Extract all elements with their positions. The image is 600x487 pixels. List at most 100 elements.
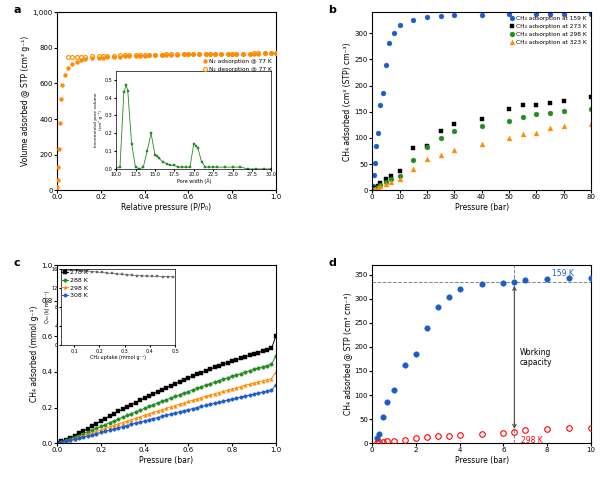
CH₄ adsorption at 273 K xyxy=(478,115,485,121)
Text: 159 K: 159 K xyxy=(551,269,574,278)
CH₄ adsorption at 323 K xyxy=(423,156,430,162)
CH₄ adsorption at 273 K xyxy=(437,128,444,134)
N₂ adsorption @ 77 K xyxy=(61,73,68,78)
N₂ desorption @ 77 K xyxy=(95,53,102,59)
CH₄ adsorption at 298 K xyxy=(587,106,595,112)
N₂ adsorption @ 77 K xyxy=(121,54,128,59)
N₂ desorption @ 77 K xyxy=(73,54,80,60)
278 K xyxy=(198,370,205,375)
278 K xyxy=(272,334,280,339)
N₂ adsorption @ 77 K xyxy=(82,56,89,62)
CH₄ adsorption at 159 K xyxy=(370,183,377,189)
298 K xyxy=(53,440,61,446)
288 K xyxy=(101,422,109,428)
X-axis label: Relative pressure (P/P₀): Relative pressure (P/P₀) xyxy=(121,203,211,212)
N₂ adsorption @ 77 K xyxy=(117,54,124,59)
CH₄ adsorption at 298 K xyxy=(374,184,381,189)
N₂ desorption @ 77 K xyxy=(246,51,253,56)
CH₄ adsorption at 159 K xyxy=(385,39,392,45)
CH₄ adsorption at 298 K xyxy=(560,108,567,114)
N₂ adsorption @ 77 K xyxy=(185,52,192,57)
N₂ desorption @ 77 K xyxy=(82,54,89,59)
308 K xyxy=(198,404,205,410)
CH₄ adsorption at 323 K xyxy=(519,131,526,137)
N₂ adsorption @ 77 K xyxy=(95,55,102,61)
N₂ desorption @ 77 K xyxy=(163,52,170,57)
N₂ desorption @ 77 K xyxy=(110,53,118,58)
Line: CH₄ adsorption at 273 K: CH₄ adsorption at 273 K xyxy=(371,94,593,192)
CH₄ adsorption at 159 K xyxy=(451,12,458,18)
N₂ adsorption @ 77 K xyxy=(54,178,61,184)
CH₄ adsorption at 323 K xyxy=(374,185,381,190)
N₂ adsorption @ 77 K xyxy=(64,65,71,71)
N₂ adsorption @ 77 K xyxy=(196,51,203,57)
CH₄ adsorption at 323 K xyxy=(587,121,595,127)
CH₄ adsorption at 159 K xyxy=(382,62,389,68)
N₂ desorption @ 77 K xyxy=(272,51,280,56)
N₂ desorption @ 77 K xyxy=(158,52,166,57)
N₂ adsorption @ 77 K xyxy=(69,61,76,67)
308 K xyxy=(211,400,218,406)
CH₄ adsorption at 273 K xyxy=(547,100,554,106)
288 K xyxy=(268,361,275,367)
288 K xyxy=(119,414,126,420)
N₂ desorption @ 77 K xyxy=(125,52,133,58)
Line: CH₄ adsorption at 298 K: CH₄ adsorption at 298 K xyxy=(371,107,593,192)
N₂ adsorption @ 77 K xyxy=(141,53,148,58)
N₂ adsorption @ 77 K xyxy=(73,59,80,65)
CH₄ adsorption at 298 K xyxy=(478,123,485,129)
CH₄ adsorption at 298 K xyxy=(388,176,395,182)
Line: N₂ adsorption @ 77 K: N₂ adsorption @ 77 K xyxy=(55,52,278,189)
CH₄ adsorption at 159 K xyxy=(560,11,567,17)
Text: a: a xyxy=(13,5,21,15)
N₂ adsorption @ 77 K xyxy=(211,51,218,57)
Line: 298 K: 298 K xyxy=(55,370,278,445)
N₂ adsorption @ 77 K xyxy=(181,52,188,57)
N₂ adsorption @ 77 K xyxy=(167,52,175,57)
CH₄ adsorption at 323 K xyxy=(377,183,384,189)
N₂ adsorption @ 77 K xyxy=(104,55,111,60)
N₂ adsorption @ 77 K xyxy=(268,51,275,56)
308 K xyxy=(268,387,275,393)
308 K xyxy=(101,428,109,434)
CH₄ adsorption at 273 K xyxy=(370,187,377,192)
N₂ desorption @ 77 K xyxy=(174,51,181,57)
N₂ desorption @ 77 K xyxy=(141,52,148,57)
CH₄ adsorption at 273 K xyxy=(371,185,379,191)
308 K xyxy=(119,424,126,430)
288 K xyxy=(272,353,280,359)
Line: 288 K: 288 K xyxy=(55,354,278,445)
Text: d: d xyxy=(328,258,336,268)
CH₄ adsorption at 298 K xyxy=(396,173,403,179)
N₂ desorption @ 77 K xyxy=(117,53,124,58)
298 K xyxy=(268,376,275,382)
X-axis label: Pressure (bar): Pressure (bar) xyxy=(455,456,509,465)
CH₄ adsorption at 323 K xyxy=(371,187,379,192)
Y-axis label: CH₄ adsorbed @ STP (cm³ cm⁻³): CH₄ adsorbed @ STP (cm³ cm⁻³) xyxy=(343,293,352,415)
CH₄ adsorption at 273 K xyxy=(396,168,403,174)
CH₄ adsorption at 323 K xyxy=(533,130,540,135)
CH₄ adsorption at 298 K xyxy=(519,114,526,120)
Text: 298 K: 298 K xyxy=(521,436,543,445)
CH₄ adsorption at 273 K xyxy=(388,173,395,179)
N₂ adsorption @ 77 K xyxy=(250,51,257,56)
298 K xyxy=(272,369,280,375)
CH₄ adsorption at 273 K xyxy=(533,102,540,108)
Text: Working
capacity: Working capacity xyxy=(520,348,553,367)
278 K xyxy=(211,365,218,371)
N₂ desorption @ 77 K xyxy=(239,51,247,56)
288 K xyxy=(211,379,218,385)
CH₄ adsorption at 323 K xyxy=(547,126,554,131)
N₂ desorption @ 77 K xyxy=(196,51,203,57)
278 K xyxy=(268,345,275,351)
N₂ adsorption @ 77 K xyxy=(88,56,95,61)
N₂ desorption @ 77 K xyxy=(224,51,232,56)
CH₄ adsorption at 298 K xyxy=(533,112,540,117)
N₂ adsorption @ 77 K xyxy=(58,96,65,102)
N₂ adsorption @ 77 K xyxy=(132,53,139,59)
298 K xyxy=(211,391,218,397)
308 K xyxy=(272,382,280,388)
CH₄ adsorption at 159 K xyxy=(373,143,380,149)
N₂ desorption @ 77 K xyxy=(77,54,85,59)
X-axis label: Pressure (bar): Pressure (bar) xyxy=(139,456,193,465)
